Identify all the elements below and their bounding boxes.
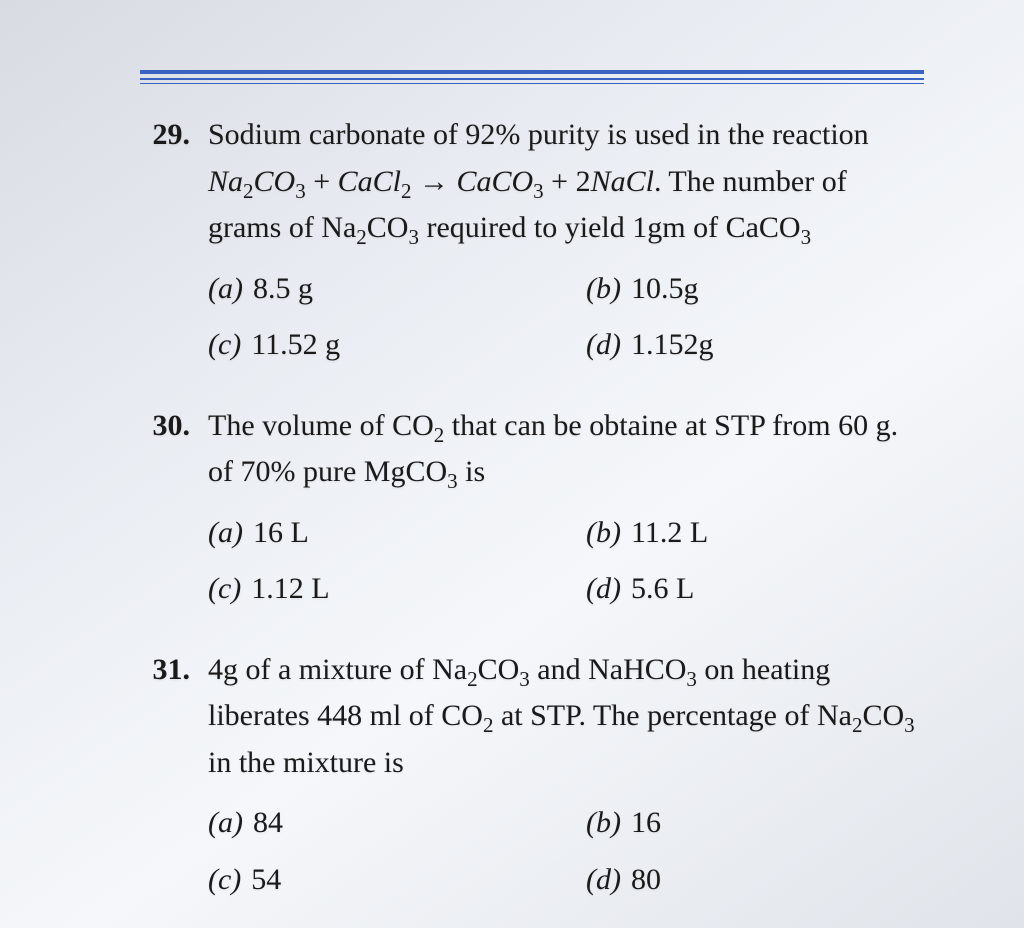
question-30: 30. The volume of CO2 that can be obtain… (140, 403, 924, 613)
option-label: (c) (208, 857, 241, 904)
option-b: (b) 10.5g (586, 266, 924, 313)
option-value: 54 (251, 857, 281, 904)
option-value: 11.2 L (631, 510, 708, 557)
options: (a) 8.5 g (b) 10.5g (c) 11.52 g (d) 1.15… (208, 266, 924, 369)
question-text: The volume of CO2 that can be obtaine at… (208, 403, 924, 496)
option-c: (c) 11.52 g (208, 322, 546, 369)
question-body: The volume of CO2 that can be obtaine at… (208, 403, 924, 613)
option-label: (b) (586, 266, 621, 313)
question-number: 30. (140, 403, 190, 450)
divider-line-2 (140, 78, 924, 80)
option-value: 10.5g (631, 266, 699, 313)
option-label: (b) (586, 510, 621, 557)
options: (a) 84 (b) 16 (c) 54 (d) 80 (208, 800, 924, 903)
option-value: 11.52 g (251, 322, 340, 369)
option-a: (a) 8.5 g (208, 266, 546, 313)
option-value: 16 L (253, 510, 309, 557)
option-d: (d) 5.6 L (586, 566, 924, 613)
option-label: (a) (208, 266, 243, 313)
option-value: 80 (631, 857, 661, 904)
option-label: (b) (586, 800, 621, 847)
page: 29. Sodium carbonate of 92% purity is us… (60, 20, 984, 908)
section-divider (140, 70, 924, 84)
question-body: Sodium carbonate of 92% purity is used i… (208, 112, 924, 369)
option-c: (c) 54 (208, 857, 546, 904)
option-d: (d) 80 (586, 857, 924, 904)
question-29: 29. Sodium carbonate of 92% purity is us… (140, 112, 924, 369)
option-label: (d) (586, 322, 621, 369)
option-label: (c) (208, 322, 241, 369)
question-text: 4g of a mixture of Na2CO3 and NaHCO3 on … (208, 647, 924, 787)
option-value: 84 (253, 800, 283, 847)
option-value: 8.5 g (253, 266, 313, 313)
option-b: (b) 11.2 L (586, 510, 924, 557)
option-d: (d) 1.152g (586, 322, 924, 369)
option-label: (c) (208, 566, 241, 613)
option-c: (c) 1.12 L (208, 566, 546, 613)
option-value: 5.6 L (631, 566, 694, 613)
options: (a) 16 L (b) 11.2 L (c) 1.12 L (d) 5.6 L (208, 510, 924, 613)
option-a: (a) 16 L (208, 510, 546, 557)
option-label: (a) (208, 800, 243, 847)
option-a: (a) 84 (208, 800, 546, 847)
question-text: Sodium carbonate of 92% purity is used i… (208, 112, 924, 252)
option-label: (a) (208, 510, 243, 557)
option-value: 1.152g (631, 322, 714, 369)
question-number: 31. (140, 647, 190, 694)
option-value: 1.12 L (251, 566, 329, 613)
question-number: 29. (140, 112, 190, 159)
divider-line-1 (140, 70, 924, 74)
option-label: (d) (586, 566, 621, 613)
option-label: (d) (586, 857, 621, 904)
question-31: 31. 4g of a mixture of Na2CO3 and NaHCO3… (140, 647, 924, 904)
option-b: (b) 16 (586, 800, 924, 847)
question-body: 4g of a mixture of Na2CO3 and NaHCO3 on … (208, 647, 924, 904)
option-value: 16 (631, 800, 661, 847)
divider-line-3 (140, 83, 924, 84)
